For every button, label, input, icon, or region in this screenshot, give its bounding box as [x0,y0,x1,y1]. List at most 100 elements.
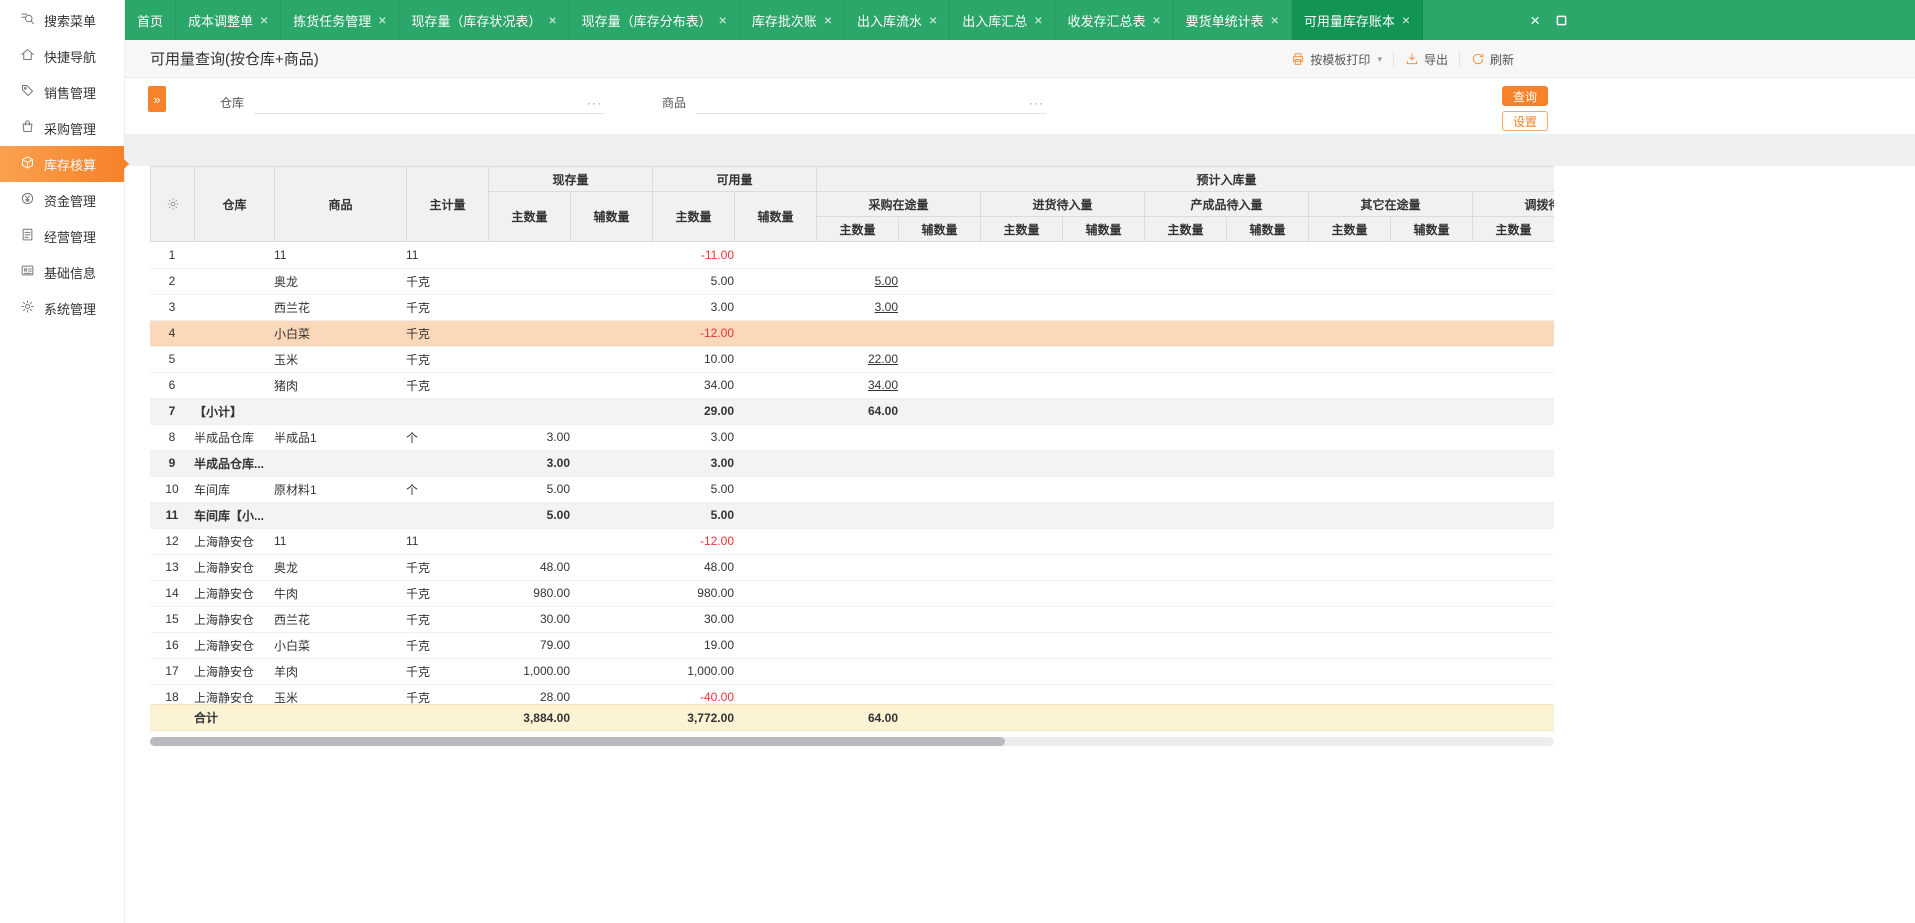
tab-close-icon[interactable]: × [378,12,387,28]
sidebar-item-system[interactable]: 系统管理 [0,290,124,326]
footer-cell [274,704,406,731]
col-header-aux-qty[interactable]: 辅数量 [1062,216,1146,242]
col-header-main-qty[interactable]: 主数量 [1144,216,1228,242]
query-button[interactable]: 查询 [1502,86,1548,106]
cell-qty [1472,476,1554,503]
col-header-main-qty[interactable]: 主数量 [816,216,900,242]
col-header-product[interactable]: 商品 [274,166,407,242]
table-row[interactable]: 14 上海静安仓 牛肉 千克 980.00 980.00 [150,580,1554,607]
table-row[interactable]: 18 上海静安仓 玉米 千克 28.00 -40.00 [150,684,1554,704]
tab-item[interactable]: 收发存汇总表 × [1055,0,1174,40]
table-row[interactable]: 13 上海静安仓 奥龙 千克 48.00 48.00 [150,554,1554,581]
table-row[interactable]: 9 半成品仓库... 3.00 3.00 [150,450,1554,477]
horizontal-scrollbar[interactable] [150,737,1554,746]
qty-link[interactable]: 22.00 [816,346,898,373]
tab-close-icon[interactable]: × [718,12,727,28]
table-row[interactable]: 1 11 11 -11.00 [150,242,1554,269]
col-header-aux-qty[interactable]: 辅数量 [898,216,982,242]
tab-close-icon[interactable]: × [1152,12,1161,28]
settings-button[interactable]: 设置 [1502,111,1548,131]
group-header-po-transit[interactable]: 采购在途量 [816,191,982,217]
print-by-template-button[interactable]: 按模板打印 ▾ [1280,51,1393,68]
table-row[interactable]: 5 玉米 千克 10.00 22.00 [150,346,1554,373]
group-header-available[interactable]: 可用量 [652,166,818,192]
sidebar-item-sales[interactable]: 销售管理 [0,74,124,110]
scrollbar-thumb[interactable] [150,737,1005,746]
close-all-tabs-icon[interactable]: × [1530,10,1540,30]
cell-qty [1390,632,1472,659]
col-header-main-qty[interactable]: 主数量 [1472,216,1554,242]
tab-item[interactable]: 拣货任务管理 × [281,0,400,40]
table-row[interactable]: 8 半成品仓库 半成品1 个 3.00 3.00 [150,424,1554,451]
tab-item[interactable]: 出入库汇总 × [950,0,1056,40]
table-row[interactable]: 3 西兰花 千克 3.00 3.00 [150,294,1554,321]
table-row[interactable]: 15 上海静安仓 西兰花 千克 30.00 30.00 [150,606,1554,633]
col-header-main-qty[interactable]: 主数量 [980,216,1064,242]
cell-qty [980,632,1062,659]
col-header-aux-qty[interactable]: 辅数量 [1390,216,1474,242]
table-row[interactable]: 7 【小计】 29.00 64.00 [150,398,1554,425]
cell-warehouse [194,242,274,269]
refresh-button[interactable]: 刷新 [1458,50,1525,68]
col-header-main-qty[interactable]: 主数量 [1308,216,1392,242]
col-header-unit[interactable]: 主计量 [406,166,489,242]
sidebar-item-search[interactable]: 搜索菜单 [0,2,124,38]
group-header-expected-inbound[interactable]: 预计入库量 [816,166,1554,192]
warehouse-input[interactable] [254,94,605,114]
cell-qty [1144,606,1226,633]
sidebar-item-business[interactable]: 经营管理 [0,218,124,254]
qty-link[interactable]: 5.00 [816,268,898,295]
col-header-main-qty[interactable]: 主数量 [488,191,571,242]
sidebar-item-funds[interactable]: 资金管理 [0,182,124,218]
tab-close-icon[interactable]: × [823,12,833,28]
group-header-other-transit[interactable]: 其它在途量 [1308,191,1474,217]
tab-item[interactable]: 现存量（库存状况表） × [399,0,570,40]
table-row[interactable]: 12 上海静安仓 11 11 -12.00 [150,528,1554,555]
tab-close-icon[interactable]: × [548,12,557,28]
table-row[interactable]: 10 车间库 原材料1 个 5.00 5.00 [150,476,1554,503]
group-header-onhand[interactable]: 现存量 [487,166,654,192]
export-button[interactable]: 导出 [1392,50,1459,68]
expand-filter-button[interactable]: » [148,86,166,112]
table-row[interactable]: 6 猪肉 千克 34.00 34.00 [150,372,1554,399]
qty-link[interactable]: 34.00 [816,372,898,399]
product-picker-icon[interactable]: ··· [1029,96,1045,110]
sidebar-item-home[interactable]: 快捷导航 [0,38,124,74]
tab-close-icon[interactable]: × [929,12,938,28]
sidebar-item-purchase[interactable]: 采购管理 [0,110,124,146]
tab-close-icon[interactable]: × [1401,12,1411,28]
tab-item[interactable]: 首页 [125,0,177,40]
table-row[interactable]: 16 上海静安仓 小白菜 千克 79.00 19.00 [150,632,1554,659]
table-row[interactable]: 11 车间库【小... 5.00 5.00 [150,502,1554,529]
tab-item[interactable]: 成本调整单 × [176,0,282,40]
tab-item[interactable]: 要货单统计表 × [1174,0,1292,40]
col-header-aux-qty[interactable]: 辅数量 [1226,216,1310,242]
group-header-incoming[interactable]: 进货待入量 [980,191,1146,217]
product-input[interactable] [696,94,1047,114]
tab-close-icon[interactable]: × [1270,12,1279,28]
tab-item[interactable]: 可用量库存账本 × [1291,0,1424,40]
tab-item[interactable]: 现存量（库存分布表） × [570,0,740,40]
sidebar-item-info[interactable]: 基础信息 [0,254,124,290]
table-row[interactable]: 2 奥龙 千克 5.00 5.00 [150,268,1554,295]
col-header-warehouse[interactable]: 仓库 [194,166,275,242]
table-row[interactable]: 4 小白菜 千克 -12.00 [150,320,1554,347]
col-header-main-qty[interactable]: 主数量 [652,191,736,242]
warehouse-picker-icon[interactable]: ··· [587,96,603,110]
group-header-finished-goods[interactable]: 产成品待入量 [1144,191,1310,217]
tab-close-icon[interactable]: × [260,12,269,28]
tab-item[interactable]: 库存批次账 × [740,0,846,40]
qty-link[interactable]: 3.00 [816,294,898,321]
cell-qty [816,632,898,659]
col-header-aux-qty[interactable]: 辅数量 [734,191,818,242]
col-header-aux-qty[interactable]: 辅数量 [569,191,654,242]
cell-unit: 千克 [406,294,488,321]
column-settings-button[interactable] [150,166,195,242]
sidebar-item-inventory[interactable]: 库存核算 [0,146,124,182]
table-row[interactable]: 17 上海静安仓 羊肉 千克 1,000.00 1,000.00 [150,658,1554,685]
cell-qty [980,658,1062,685]
tab-close-icon[interactable]: × [1034,12,1043,28]
fullscreen-icon[interactable] [1556,15,1567,26]
group-header-transfer[interactable]: 调拨待入量 [1472,191,1554,217]
tab-item[interactable]: 出入库流水 × [845,0,951,40]
